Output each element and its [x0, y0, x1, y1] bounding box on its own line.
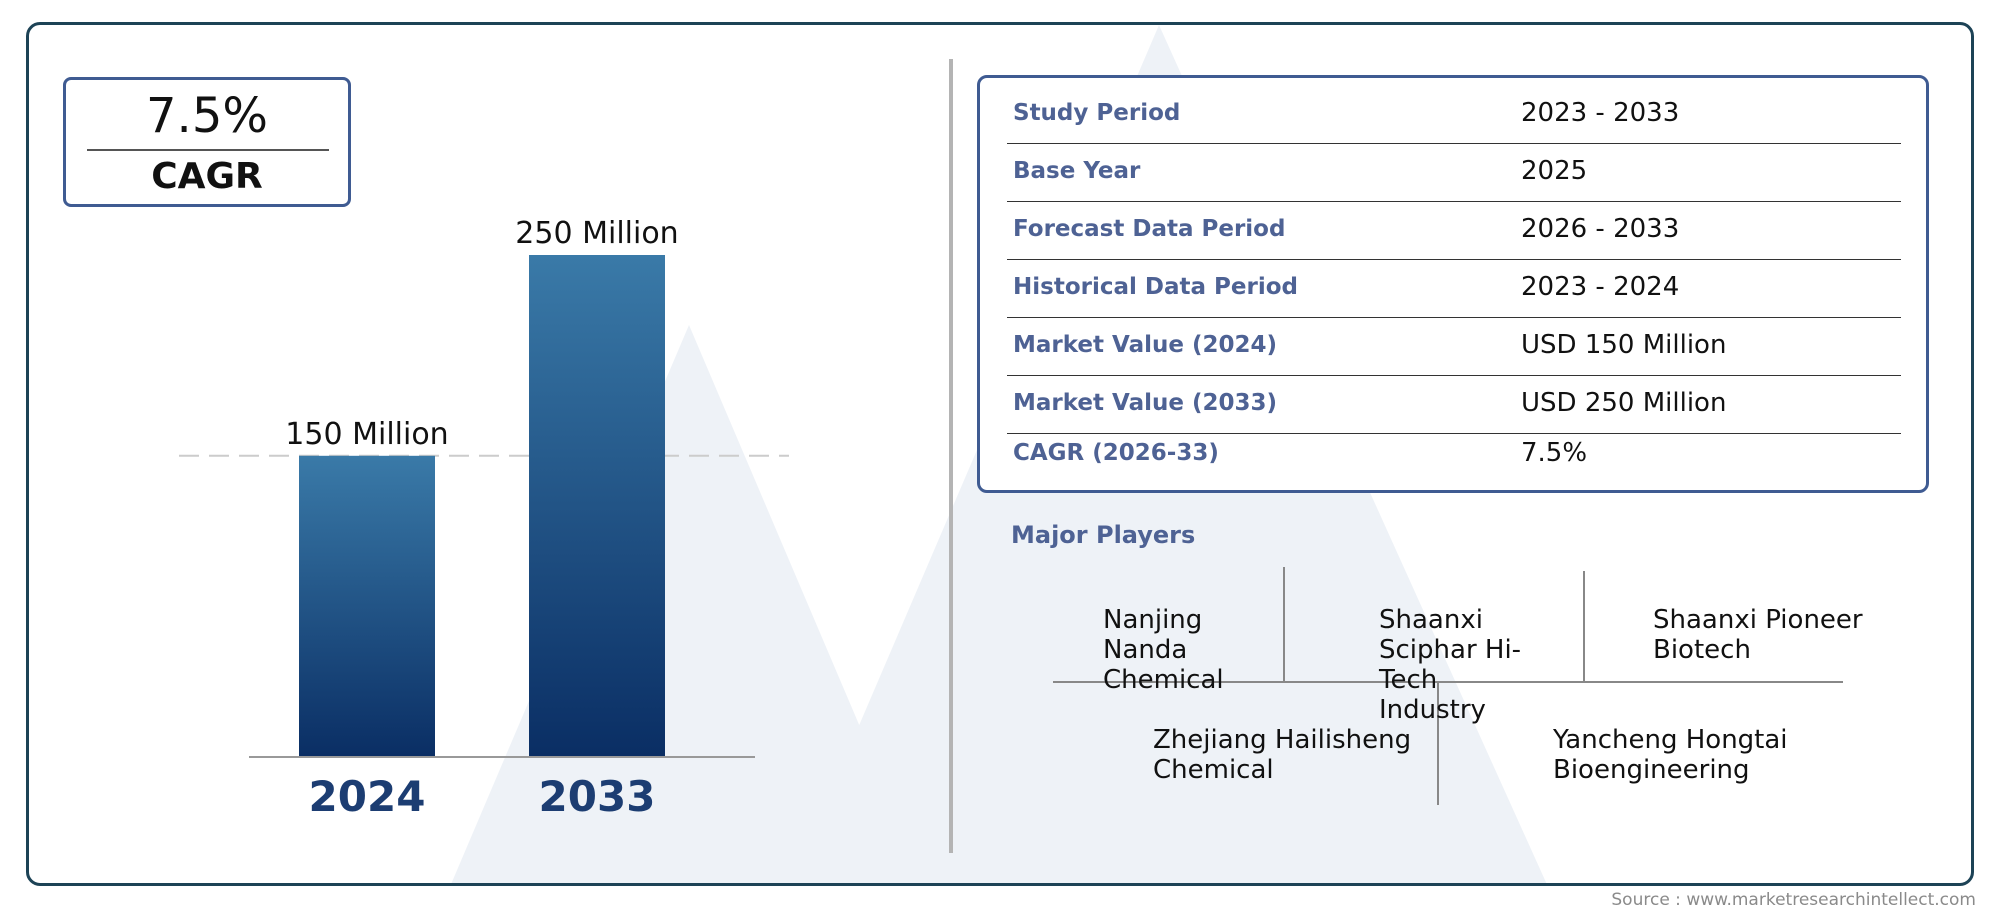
- cagr-box: 7.5% CAGR: [63, 77, 351, 207]
- table-key: Historical Data Period: [1013, 274, 1298, 300]
- table-row: Base Year 2025: [1007, 144, 1901, 202]
- table-key: Market Value (2033): [1013, 390, 1277, 416]
- table-value: 7.5%: [1521, 438, 1588, 468]
- table-row: Historical Data Period 2023 - 2024: [1007, 260, 1901, 318]
- table-row: Forecast Data Period 2026 - 2033: [1007, 202, 1901, 260]
- cagr-label: CAGR: [151, 156, 263, 197]
- cagr-value: 7.5%: [146, 88, 268, 144]
- player-name: Nanjing Nanda Chemical: [1103, 605, 1224, 695]
- bar-chart: 150 Million 2024 250 Million 2033: [179, 216, 789, 821]
- bar-2024: [299, 455, 435, 757]
- players-horizontal-line: [1053, 681, 1843, 683]
- table-value: 2023 - 2033: [1521, 98, 1680, 128]
- table-value: USD 250 Million: [1521, 388, 1727, 418]
- infographic-frame: 7.5% CAGR 150 Million 2024 250 Million 2033…: [26, 22, 1974, 886]
- players-vertical-line: [1283, 567, 1285, 681]
- table-value: USD 150 Million: [1521, 330, 1727, 360]
- table-key: Market Value (2024): [1013, 332, 1277, 358]
- x-tick-label: 2033: [539, 772, 656, 821]
- player-name: Shaanxi Pioneer Biotech: [1653, 605, 1863, 665]
- section-divider: [949, 59, 953, 853]
- bar-2033: [529, 255, 665, 757]
- table-key: CAGR (2026-33): [1013, 440, 1219, 466]
- table-key: Study Period: [1013, 100, 1181, 126]
- table-value: 2023 - 2024: [1521, 272, 1680, 302]
- players-vertical-line: [1583, 571, 1585, 681]
- major-players-title: Major Players: [1011, 521, 1196, 549]
- cagr-divider: [87, 149, 329, 151]
- player-name: Shaanxi Sciphar Hi-Tech Industry: [1379, 605, 1522, 725]
- bar-value-label: 250 Million: [515, 216, 678, 251]
- player-name: Zhejiang Hailisheng Chemical: [1153, 725, 1412, 785]
- table-row: Market Value (2033) USD 250 Million: [1007, 376, 1901, 434]
- table-row: Market Value (2024) USD 150 Million: [1007, 318, 1901, 376]
- players-vertical-line: [1437, 681, 1439, 805]
- source-credit: Source : www.marketresearchintellect.com: [1611, 890, 1976, 910]
- bar-value-label: 150 Million: [285, 417, 448, 452]
- market-info-table: Study Period 2023 - 2033 Base Year 2025 …: [977, 75, 1929, 493]
- table-row: CAGR (2026-33) 7.5%: [1007, 426, 1901, 484]
- table-row: Study Period 2023 - 2033: [1007, 86, 1901, 144]
- table-value: 2025: [1521, 156, 1588, 186]
- table-key: Forecast Data Period: [1013, 216, 1286, 242]
- table-key: Base Year: [1013, 158, 1141, 184]
- table-value: 2026 - 2033: [1521, 214, 1680, 244]
- player-name: Yancheng Hongtai Bioengineering: [1553, 725, 1788, 785]
- x-tick-label: 2024: [309, 772, 426, 821]
